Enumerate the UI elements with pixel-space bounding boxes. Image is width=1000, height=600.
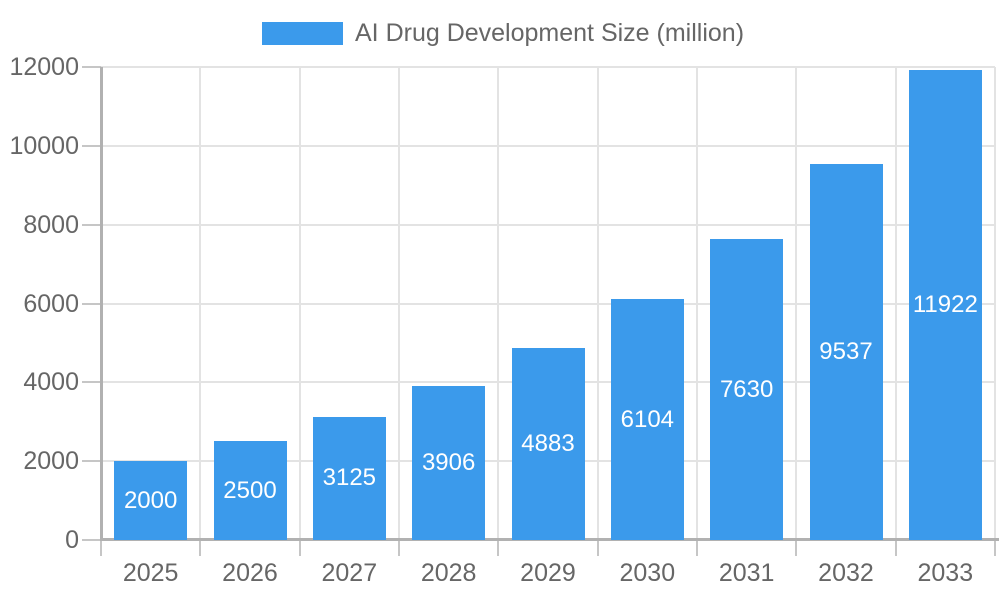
y-axis-tick bbox=[82, 144, 101, 147]
y-axis-tick bbox=[82, 223, 101, 226]
x-axis-tick bbox=[497, 540, 500, 556]
x-tick-label: 2033 bbox=[917, 559, 974, 587]
gridline-vertical bbox=[696, 67, 698, 540]
x-axis-tick bbox=[199, 540, 202, 556]
y-tick-label: 2000 bbox=[23, 447, 79, 476]
y-tick-label: 4000 bbox=[23, 368, 79, 397]
bar-value-label: 3906 bbox=[421, 449, 476, 477]
bar-2031 bbox=[710, 239, 784, 540]
gridline-horizontal bbox=[101, 144, 995, 147]
gridline-horizontal bbox=[101, 302, 995, 305]
bar-2030 bbox=[610, 299, 684, 540]
gridline-vertical bbox=[894, 67, 897, 540]
x-tick-label: 2032 bbox=[818, 559, 874, 587]
x-axis-tick bbox=[298, 540, 301, 556]
x-axis-tick bbox=[596, 540, 599, 556]
bar-value-label: 2000 bbox=[123, 486, 178, 514]
x-tick-label: 2025 bbox=[122, 559, 179, 587]
gridline-vertical bbox=[298, 67, 301, 540]
bar-value-label: 6104 bbox=[620, 405, 675, 433]
y-tick-label: 10000 bbox=[9, 131, 79, 160]
x-axis-tick bbox=[994, 540, 996, 556]
x-tick-label: 2026 bbox=[222, 559, 278, 587]
y-tick-label: 0 bbox=[65, 526, 79, 554]
y-axis-tick bbox=[82, 381, 101, 384]
x-axis-tick bbox=[894, 540, 897, 556]
legend-item[interactable]: AI Drug Development Size (million) bbox=[262, 19, 744, 48]
x-tick-label: 2029 bbox=[520, 559, 576, 587]
x-tick-label: 2027 bbox=[321, 559, 378, 587]
gridline-vertical bbox=[497, 67, 500, 540]
legend-label: AI Drug Development Size (million) bbox=[355, 19, 745, 47]
bar-value-label: 4883 bbox=[521, 429, 575, 457]
bar-2029 bbox=[511, 347, 585, 540]
bar-value-label: 11922 bbox=[912, 291, 978, 319]
gridline-horizontal bbox=[101, 66, 995, 68]
y-axis-tick bbox=[82, 302, 101, 305]
y-axis-tick bbox=[82, 66, 101, 68]
bar-2025 bbox=[114, 461, 188, 540]
y-tick-label: 12000 bbox=[9, 53, 79, 81]
y-tick-label: 8000 bbox=[23, 210, 79, 239]
bar-value-label: 2500 bbox=[223, 476, 277, 504]
gridline-vertical bbox=[596, 67, 599, 540]
gridline-vertical bbox=[398, 67, 400, 540]
gridline-vertical bbox=[795, 67, 798, 540]
x-tick-label: 2031 bbox=[718, 559, 775, 587]
y-axis-tick bbox=[82, 539, 101, 541]
bar-2026 bbox=[213, 441, 287, 540]
x-tick-label: 2028 bbox=[420, 559, 477, 587]
y-axis-line bbox=[100, 67, 103, 540]
bar-value-label: 9537 bbox=[819, 338, 873, 366]
bar-2027 bbox=[312, 416, 386, 540]
bar-value-label: 3125 bbox=[322, 464, 377, 492]
gridline-vertical bbox=[994, 67, 996, 540]
legend-swatch bbox=[262, 22, 343, 45]
x-axis-tick bbox=[696, 540, 698, 556]
gridline-vertical bbox=[199, 67, 202, 540]
y-tick-label: 6000 bbox=[23, 289, 79, 318]
y-axis-tick bbox=[82, 460, 101, 463]
plot-area: 0 2000 4000 6000 8000 10000 12000 2000 2025 2500 2… bbox=[9, 53, 999, 587]
gridline-horizontal bbox=[101, 223, 995, 226]
x-axis-tick bbox=[795, 540, 798, 556]
bar-2028 bbox=[412, 386, 486, 540]
bar-value-label: 7630 bbox=[719, 375, 774, 403]
bar-2033 bbox=[908, 70, 982, 540]
x-axis-tick bbox=[100, 540, 102, 556]
x-tick-label: 2030 bbox=[619, 559, 676, 587]
x-axis-tick bbox=[398, 540, 400, 556]
bar-2032 bbox=[809, 164, 883, 540]
